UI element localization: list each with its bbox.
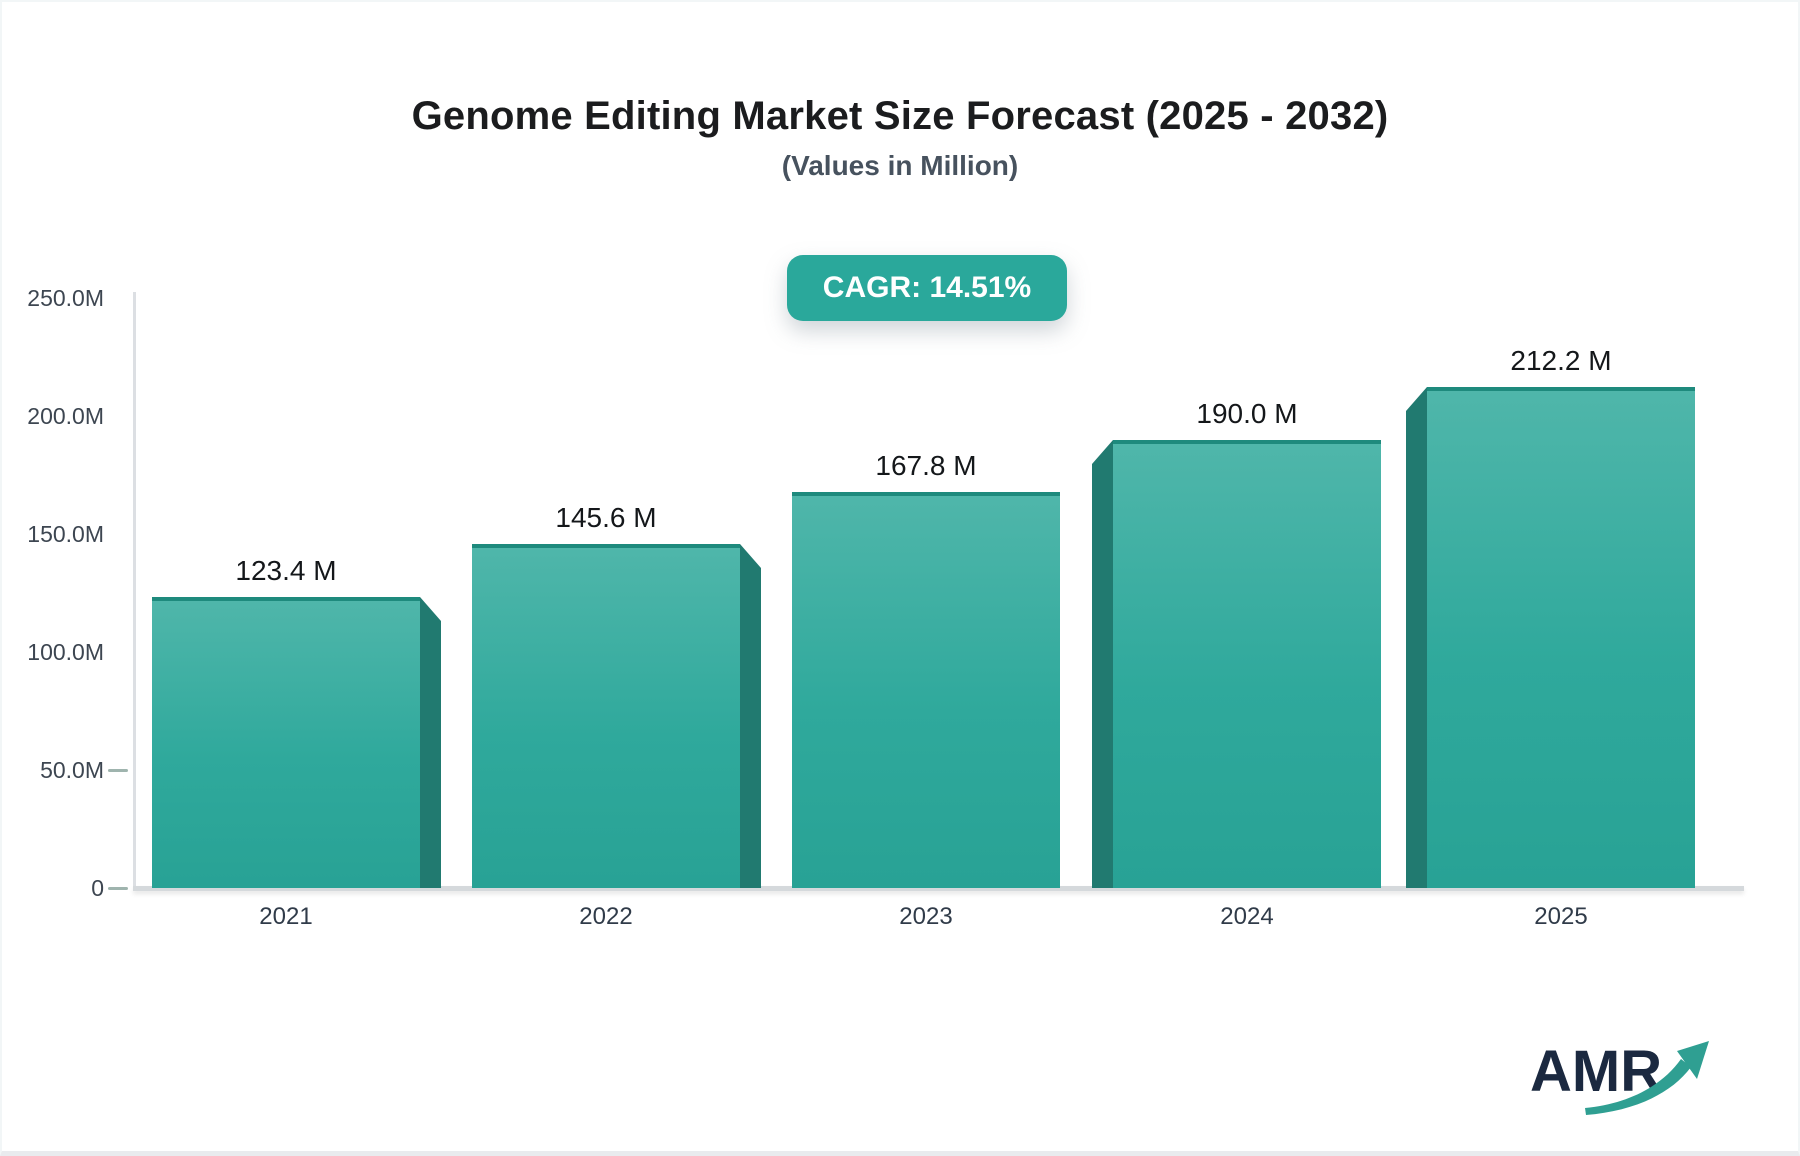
x-axis-label: 2025 [1534,903,1588,930]
bar-3d-side [1406,387,1427,888]
page-title: Genome Editing Market Size Forecast (202… [411,94,1389,138]
bar-2024 [1113,440,1381,888]
y-tick-label: 0 [91,875,104,901]
y-axis [133,292,136,888]
bar-value-label: 190.0 M [1196,398,1298,429]
x-axis-label: 2021 [259,903,313,930]
x-axis [133,886,1744,891]
y-tick-label: 250.0M [27,285,104,311]
x-axis-label: 2022 [579,903,633,930]
cagr-badge: CAGR: 14.51% [787,255,1067,321]
bar-3d-side [1092,440,1113,888]
bar-value-label: 212.2 M [1510,345,1612,376]
bar-3d-side [420,597,441,888]
x-axis-label: 2023 [899,903,953,930]
x-axis-label: 2024 [1220,903,1274,930]
y-tick-label: 100.0M [27,639,104,665]
cagr-badge-label: CAGR: 14.51% [822,271,1032,304]
y-tick-label: 150.0M [27,521,104,547]
bar-2025 [1427,387,1695,888]
y-tick-label: 50.0M [40,757,104,783]
y-tick-dash [108,769,128,772]
y-tick-dash [108,887,128,890]
bar-2023 [792,492,1060,888]
bar-2022 [472,544,740,888]
bar-2021 [152,597,420,888]
y-tick-label: 200.0M [27,403,104,429]
growth-arrow-icon [1585,1041,1709,1115]
bar-value-label: 145.6 M [555,502,657,533]
bar-3d-side [740,544,761,888]
amr-logo: AMR [1530,1039,1709,1115]
bar-value-label: 123.4 M [235,555,337,586]
bar-value-label: 167.8 M [875,450,977,481]
chart-subtitle: (Values in Million) [781,150,1019,181]
